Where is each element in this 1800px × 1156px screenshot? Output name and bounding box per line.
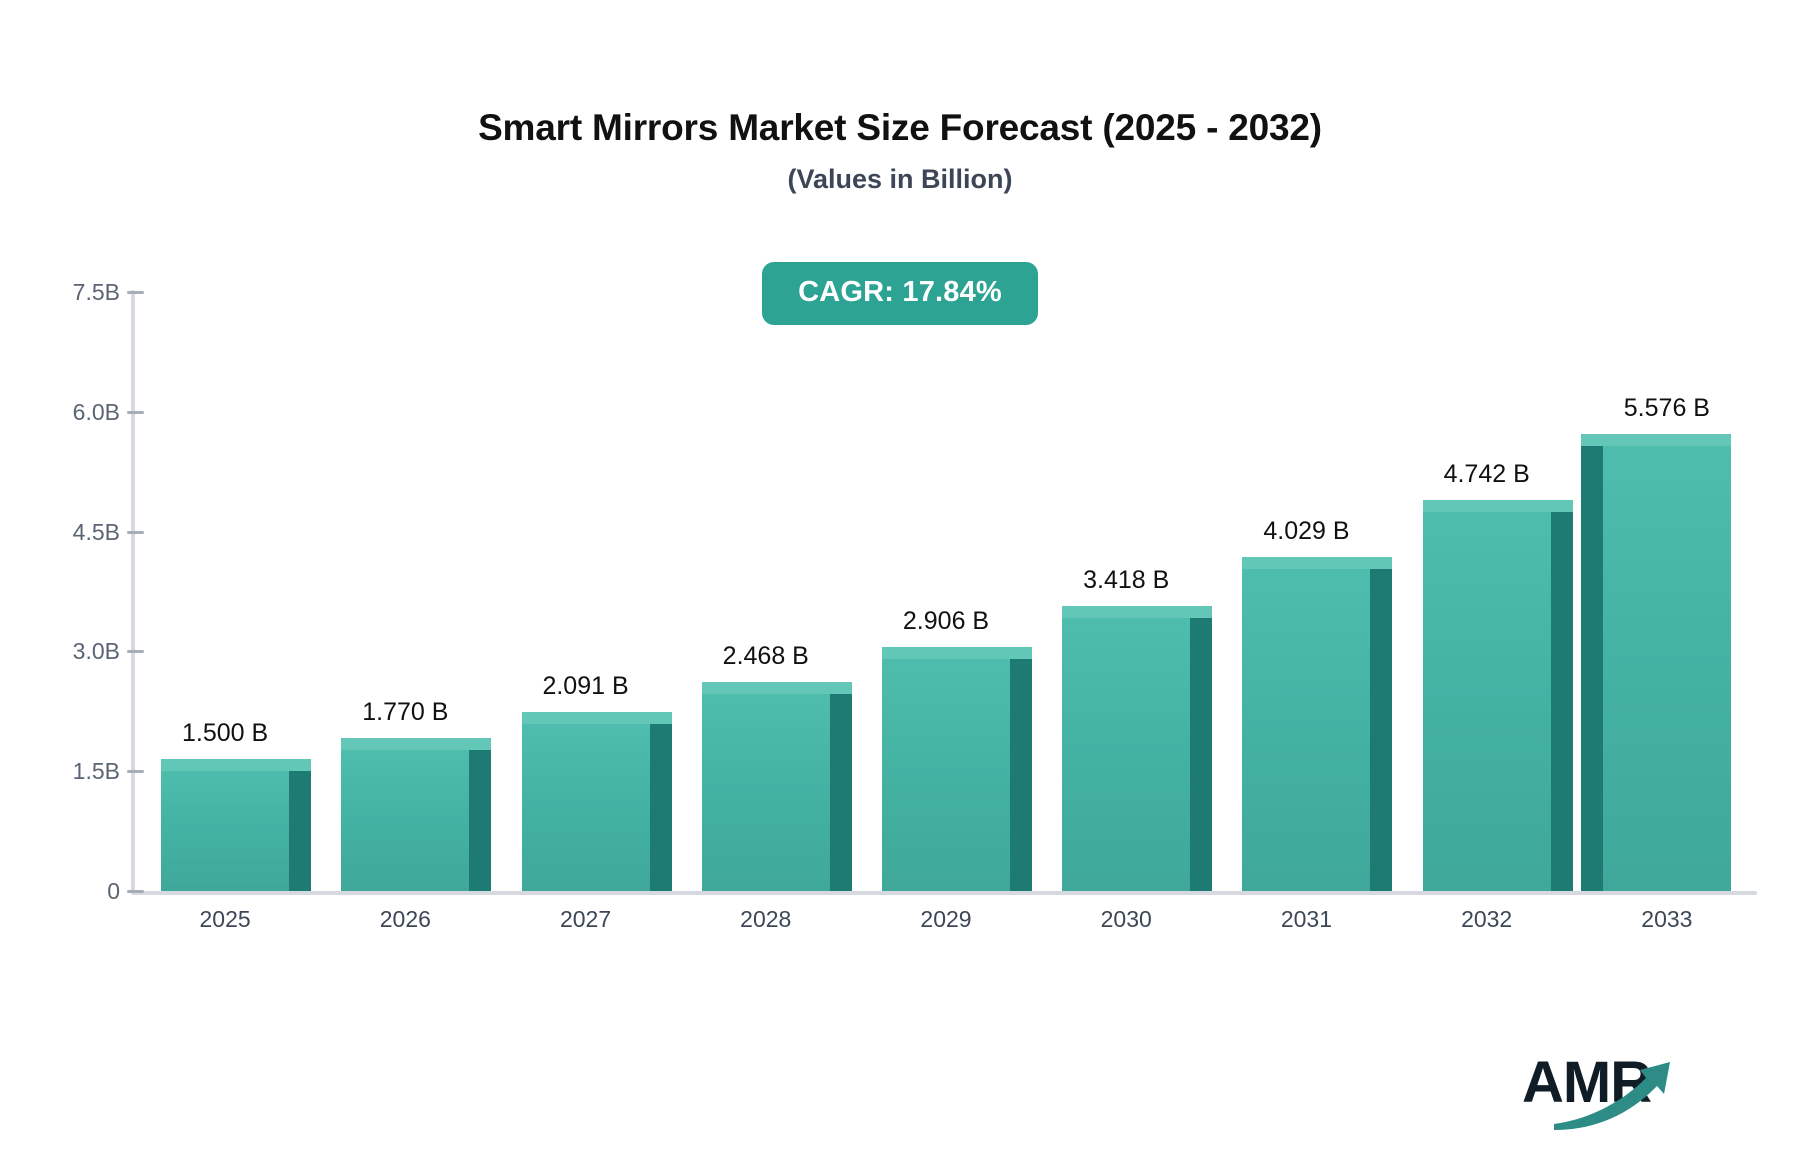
bar-front-face (1422, 512, 1551, 891)
bar-value-label: 1.770 B (362, 697, 449, 726)
y-axis-tick-text: 6.0B (72, 398, 120, 425)
bar[interactable] (701, 681, 852, 891)
x-axis-category-label: 2028 (740, 906, 792, 932)
bar-side-face (1550, 500, 1573, 891)
bar-top-face (521, 711, 672, 724)
bar-side-face (1580, 433, 1603, 891)
bar-value-label: 4.029 B (1263, 517, 1350, 546)
bar-top-face (341, 737, 492, 750)
y-axis-tick-label: 3.0B (0, 638, 144, 665)
x-axis-category-label: 2027 (559, 906, 612, 932)
bar-top-face (1242, 557, 1393, 570)
y-axis-tick-text: 0 (107, 878, 120, 904)
bar-front-face (521, 723, 650, 891)
x-axis-category-label: 2026 (379, 906, 431, 932)
chart-subtitle: (Values in Billion) (787, 163, 1013, 194)
x-axis-category-label: 2025 (199, 906, 251, 932)
bar[interactable] (1242, 557, 1393, 891)
y-axis-tick-label: 1.5B (0, 758, 144, 785)
page-title: Smart Mirrors Market Size Forecast (2025… (478, 107, 1322, 148)
bar-top-face (701, 681, 852, 694)
y-axis-tick-label: 7.5B (0, 279, 144, 305)
y-axis-tick-mark (127, 770, 144, 774)
y-axis-tick-text: 3.0B (72, 638, 120, 665)
bar-value-label: 2.091 B (542, 671, 629, 700)
title-block: Smart Mirrors Market Size Forecast (2025… (0, 107, 1800, 194)
bar[interactable] (341, 737, 492, 891)
bar-front-face (341, 749, 470, 891)
bar-side-face (1010, 646, 1032, 891)
bar-front-face (1062, 618, 1191, 891)
bar[interactable] (1580, 433, 1731, 891)
x-axis-category-label: 2031 (1280, 906, 1333, 932)
bar-front-face (701, 693, 830, 891)
y-axis-tick-mark (127, 650, 144, 654)
bar-side-face (289, 759, 312, 891)
bar-value-label: 3.418 B (1083, 566, 1170, 595)
bar-top-face (161, 759, 312, 772)
bar-value-label: 1.500 B (182, 719, 269, 748)
bar-top-face (1422, 500, 1573, 513)
x-axis-category-label: 2032 (1461, 906, 1513, 932)
bar-side-face (649, 711, 672, 891)
bar[interactable] (1422, 500, 1573, 891)
cagr-badge-container: CAGR: 17.84% (0, 262, 1800, 325)
bar[interactable] (882, 646, 1032, 891)
y-axis-tick-label: 4.5B (0, 518, 144, 545)
x-axis-category-label: 2030 (1100, 906, 1152, 932)
x-axis-line (131, 891, 1757, 895)
x-axis-category-label: 2029 (920, 906, 972, 932)
rising-arrow-icon (1554, 1062, 1670, 1130)
bar-value-label: 5.576 B (1623, 393, 1710, 422)
x-axis-category-label: 2033 (1641, 906, 1693, 932)
bar-top-face (1580, 433, 1731, 446)
bar-value-label: 2.906 B (902, 606, 990, 635)
bar[interactable] (521, 711, 672, 891)
bar-top-face (1062, 606, 1213, 619)
bar-value-label: 4.742 B (1443, 460, 1530, 489)
y-axis-tick-mark (127, 890, 144, 893)
bar-front-face (1242, 569, 1371, 891)
bar-side-face (469, 737, 492, 891)
y-axis-tick-label: 6.0B (0, 398, 144, 425)
y-axis-tick-mark (127, 291, 144, 294)
bar-front-face (161, 771, 290, 891)
y-axis-tick-mark (127, 410, 144, 414)
bar-side-face (1370, 557, 1393, 891)
y-axis-tick-text: 4.5B (72, 518, 120, 545)
bar[interactable] (1062, 606, 1213, 891)
amr-logo: AMR (1522, 1040, 1752, 1136)
y-axis-tick-text: 1.5B (72, 758, 120, 785)
bar-side-face (1190, 606, 1213, 891)
cagr-badge: CAGR: 17.84% (762, 262, 1038, 325)
y-axis-tick-label: 0 (0, 878, 144, 904)
bar-front-face (882, 658, 1010, 891)
y-axis-line (131, 290, 135, 893)
bar-side-face (829, 681, 852, 891)
bar-front-face (1602, 445, 1731, 891)
bar-value-label: 2.468 B (722, 641, 809, 670)
y-axis-tick-mark (127, 530, 144, 534)
bar-top-face (882, 646, 1032, 659)
y-axis-tick-text: 7.5B (72, 279, 120, 305)
bar[interactable] (161, 759, 312, 891)
